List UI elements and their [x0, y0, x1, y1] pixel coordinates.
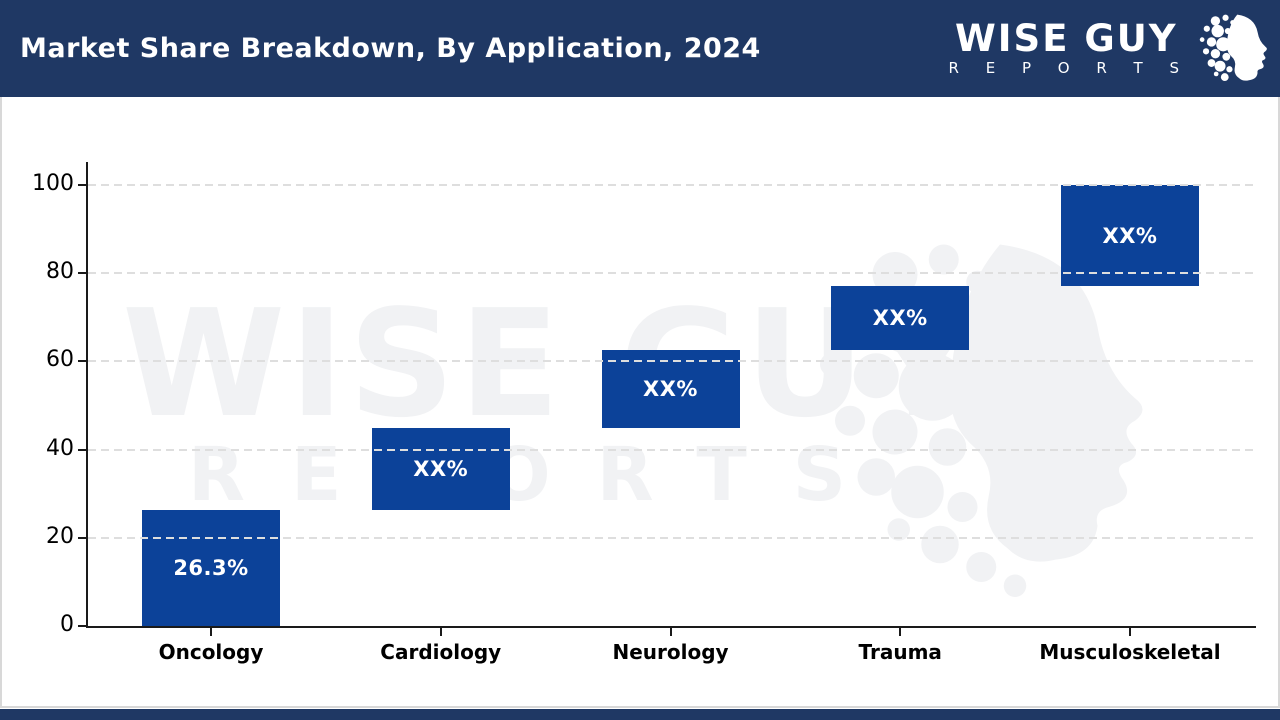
bar-cardiology: XX% [371, 427, 510, 510]
footer-bar [0, 709, 1280, 720]
brand-name: WISE GUY [954, 16, 1178, 60]
x-axis-tick [1129, 628, 1131, 636]
y-axis-tick-label: 60 [46, 347, 74, 373]
y-axis-tick [78, 184, 87, 186]
page-title: Market Share Breakdown, By Application, … [20, 33, 761, 64]
y-axis-tick-label: 0 [60, 612, 74, 637]
brand-logo-text: WISE GUY R E P O R T S [943, 16, 1190, 78]
bar-musculoskeletal: XX% [1061, 185, 1199, 287]
x-axis-tick [439, 628, 442, 636]
gridline [88, 272, 1258, 275]
y-axis-tick [78, 625, 87, 627]
gridline [88, 184, 1258, 186]
bar-value-label: XX% [872, 306, 928, 331]
bar-neurology: XX% [601, 350, 740, 428]
y-axis-tick-label: 40 [46, 435, 74, 461]
watermark-head-logo [820, 244, 1143, 597]
bar-trauma: XX% [831, 286, 970, 351]
y-axis-tick-label: 20 [46, 523, 74, 549]
y-axis-tick-label: 100 [32, 171, 74, 196]
x-axis-tick [210, 628, 212, 636]
x-axis-category-label: Musculoskeletal [1039, 640, 1221, 664]
watermark-text-reports: REPORTS [188, 432, 893, 518]
y-axis-tick-label: 80 [46, 259, 74, 285]
bar-value-label: XX% [1102, 223, 1158, 248]
x-axis-category-label: Oncology [158, 640, 264, 664]
gridline [88, 448, 1258, 451]
x-axis-line [86, 626, 1256, 628]
y-axis-line [86, 162, 88, 628]
header-bar: Market Share Breakdown, By Application, … [0, 0, 1280, 97]
x-axis-category-label: Trauma [858, 640, 942, 664]
gridline [88, 536, 1258, 539]
bar-value-label: XX% [643, 376, 698, 401]
bar-oncology: 26.3% [142, 510, 280, 626]
x-axis-tick [899, 628, 902, 636]
x-axis-category-label: Cardiology [380, 640, 502, 664]
y-axis-tick [78, 360, 87, 363]
brand-logo: WISE GUY R E P O R T S [943, 9, 1280, 89]
x-axis-tick [669, 628, 672, 636]
y-axis-tick [78, 536, 87, 539]
y-axis-tick [78, 448, 87, 451]
brand-subname: R E P O R T S [948, 59, 1190, 78]
gridline [88, 360, 1258, 363]
x-axis-category-label: Neurology [612, 640, 729, 664]
bar-value-label: 26.3% [173, 556, 249, 580]
brand-head-icon [1199, 14, 1267, 81]
bar-value-label: XX% [413, 456, 469, 481]
y-axis-tick [78, 272, 87, 275]
